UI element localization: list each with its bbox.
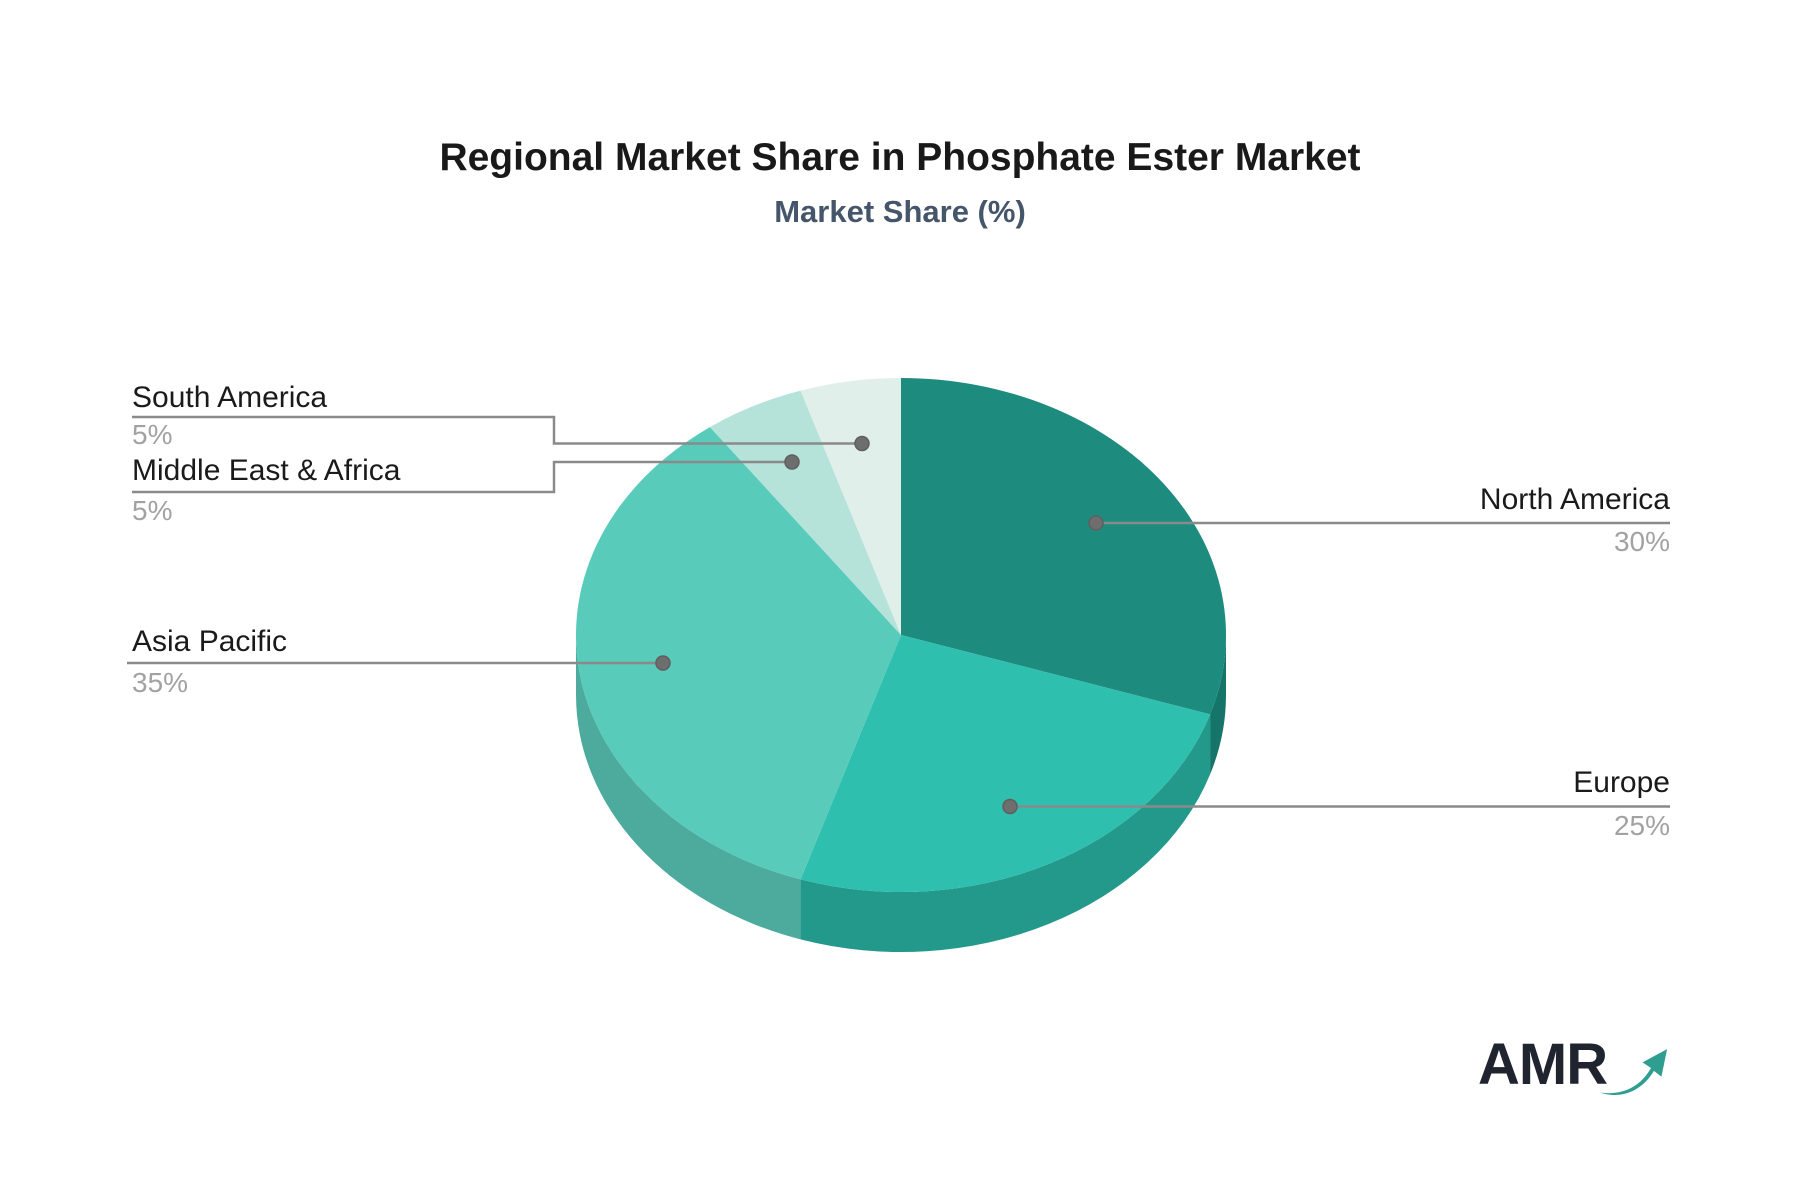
value-europe: 25% — [1613, 810, 1670, 841]
pie-slices — [576, 378, 1226, 892]
pie-slice-north-america[interactable] — [901, 378, 1226, 715]
label-north-america: North America — [1479, 483, 1670, 516]
pie-slice-asia-pacific[interactable] — [576, 427, 901, 880]
chart-subtitle: Market Share (%) — [774, 194, 1026, 229]
label-middle-east-africa: Middle East & Africa — [132, 454, 401, 487]
dot-europe — [1002, 798, 1018, 815]
dot-middle-east-africa — [784, 454, 800, 470]
amr-logo-text: AMR — [1478, 1032, 1608, 1097]
callout-leader-lines — [127, 415, 1670, 808]
dot-south-america — [854, 435, 870, 452]
pie-3d-sides — [576, 635, 1226, 952]
leader-middle-east-africa — [132, 460, 792, 494]
pie-slice-middle-east-africa[interactable] — [709, 390, 901, 635]
label-south-america: South America — [132, 381, 328, 414]
amr-logo: AMR — [1478, 1036, 1669, 1100]
dot-north-america — [1088, 515, 1104, 531]
pie-slice-europe[interactable] — [800, 635, 1211, 892]
chart-title: Regional Market Share in Phosphate Ester… — [439, 136, 1361, 179]
dot-asia-pacific — [655, 655, 671, 671]
value-asia-pacific: 35% — [132, 667, 189, 698]
value-middle-east-africa: 5% — [132, 495, 173, 526]
leader-south-america — [132, 415, 862, 445]
pie-side-asia-pacific — [576, 635, 801, 940]
pie-side-europe — [800, 714, 1211, 952]
amr-logo-arrow-icon — [1600, 1049, 1668, 1096]
callout-dots — [655, 435, 1104, 815]
value-south-america: 5% — [132, 419, 173, 450]
value-north-america: 30% — [1613, 526, 1670, 557]
label-europe: Europe — [1573, 766, 1670, 799]
label-asia-pacific: Asia Pacific — [132, 625, 288, 658]
pie-side-north-america — [1210, 635, 1226, 775]
